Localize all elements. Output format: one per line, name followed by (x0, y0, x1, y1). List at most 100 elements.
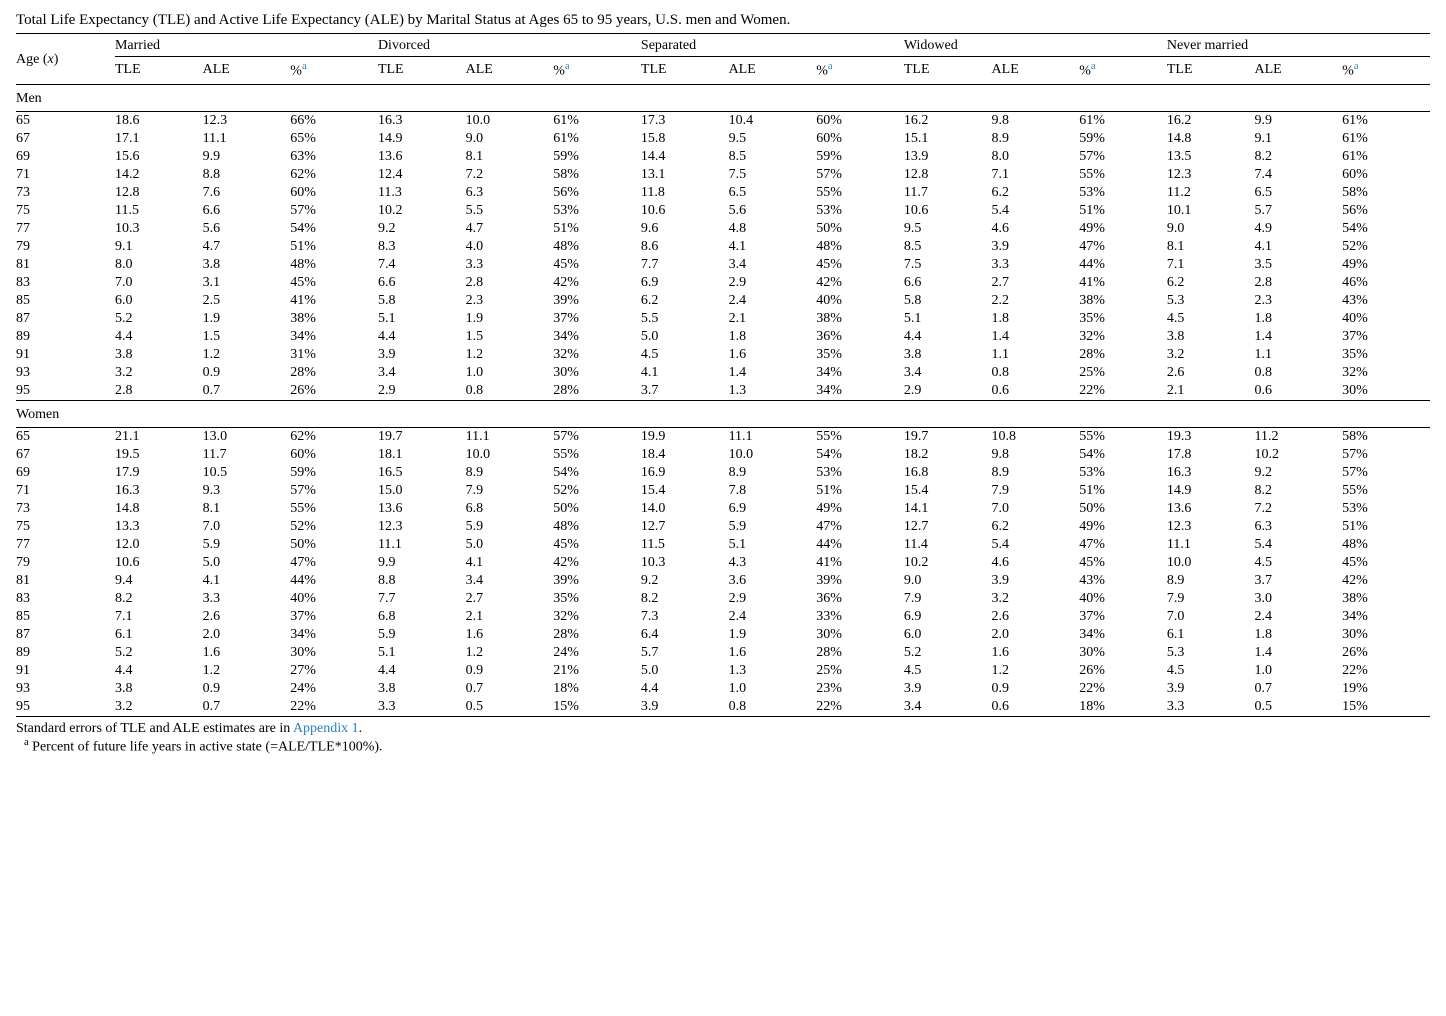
value-cell: 1.8 (1255, 310, 1343, 328)
value-cell: 1.0 (466, 364, 554, 382)
value-cell: 5.2 (115, 644, 203, 662)
value-cell: 4.5 (1167, 662, 1255, 680)
value-cell: 6.6 (378, 274, 466, 292)
value-cell: 10.2 (1255, 446, 1343, 464)
footnote-ref-a[interactable]: a (828, 61, 833, 72)
value-cell: 38% (1079, 292, 1167, 310)
value-cell: 3.8 (115, 680, 203, 698)
footnote-ref-a[interactable]: a (1354, 61, 1359, 72)
value-cell: 3.3 (203, 590, 291, 608)
value-cell: 57% (1079, 148, 1167, 166)
value-cell: 8.8 (203, 166, 291, 184)
value-cell: 2.9 (729, 274, 817, 292)
appendix-link[interactable]: Appendix 1 (293, 721, 359, 736)
table-title: Total Life Expectancy (TLE) and Active L… (16, 12, 1430, 29)
value-cell: 0.5 (1255, 698, 1343, 717)
footnote-ref-a[interactable]: a (565, 61, 570, 72)
group-header-widowed: Widowed (904, 34, 1167, 57)
value-cell: 4.5 (1167, 310, 1255, 328)
value-cell: 25% (1079, 364, 1167, 382)
footnote-ref-a[interactable]: a (1091, 61, 1096, 72)
value-cell: 6.3 (1255, 518, 1343, 536)
value-cell: 9.9 (378, 554, 466, 572)
footnote-a: a Percent of future life years in active… (16, 737, 1430, 756)
value-cell: 54% (816, 446, 904, 464)
value-cell: 12.3 (1167, 166, 1255, 184)
value-cell: 37% (290, 608, 378, 626)
value-cell: 8.8 (378, 572, 466, 590)
value-cell: 60% (816, 111, 904, 130)
value-cell: 5.2 (115, 310, 203, 328)
value-cell: 55% (553, 446, 641, 464)
value-cell: 5.1 (729, 536, 817, 554)
age-cell: 73 (16, 500, 115, 518)
value-cell: 41% (816, 554, 904, 572)
value-cell: 15.4 (904, 482, 992, 500)
table-row: 819.44.144%8.83.439%9.23.639%9.03.943%8.… (16, 572, 1430, 590)
subheader-tle: TLE (1167, 57, 1255, 85)
value-cell: 42% (553, 554, 641, 572)
value-cell: 9.8 (992, 446, 1080, 464)
value-cell: 34% (1342, 608, 1430, 626)
subheader-pct: %a (290, 57, 378, 85)
value-cell: 22% (290, 698, 378, 717)
value-cell: 7.1 (992, 166, 1080, 184)
value-cell: 5.0 (203, 554, 291, 572)
value-cell: 10.5 (203, 464, 291, 482)
value-cell: 41% (1079, 274, 1167, 292)
value-cell: 4.1 (641, 364, 729, 382)
value-cell: 9.1 (1255, 130, 1343, 148)
table-row: 7114.28.862%12.47.258%13.17.557%12.87.15… (16, 166, 1430, 184)
table-row: 914.41.227%4.40.921%5.01.325%4.51.226%4.… (16, 662, 1430, 680)
value-cell: 7.1 (115, 608, 203, 626)
value-cell: 4.1 (466, 554, 554, 572)
section-label-women: Women (16, 400, 1430, 427)
value-cell: 12.8 (904, 166, 992, 184)
value-cell: 45% (290, 274, 378, 292)
value-cell: 0.7 (466, 680, 554, 698)
value-cell: 61% (1342, 130, 1430, 148)
value-cell: 9.1 (115, 238, 203, 256)
value-cell: 7.9 (466, 482, 554, 500)
value-cell: 62% (290, 427, 378, 446)
value-cell: 16.3 (115, 482, 203, 500)
value-cell: 7.4 (1255, 166, 1343, 184)
value-cell: 0.6 (1255, 382, 1343, 401)
value-cell: 54% (290, 220, 378, 238)
value-cell: 52% (553, 482, 641, 500)
value-cell: 30% (816, 626, 904, 644)
value-cell: 5.5 (641, 310, 729, 328)
value-cell: 7.7 (378, 590, 466, 608)
value-cell: 7.6 (203, 184, 291, 202)
value-cell: 37% (1342, 328, 1430, 346)
value-cell: 1.2 (466, 346, 554, 364)
value-cell: 34% (816, 382, 904, 401)
value-cell: 2.0 (203, 626, 291, 644)
value-cell: 3.7 (1255, 572, 1343, 590)
value-cell: 21.1 (115, 427, 203, 446)
age-cell: 67 (16, 130, 115, 148)
value-cell: 3.9 (641, 698, 729, 717)
value-cell: 61% (553, 111, 641, 130)
value-cell: 0.9 (203, 680, 291, 698)
value-cell: 36% (816, 328, 904, 346)
table-row: 6917.910.559%16.58.954%16.98.953%16.88.9… (16, 464, 1430, 482)
value-cell: 4.9 (1255, 220, 1343, 238)
value-cell: 54% (553, 464, 641, 482)
value-cell: 1.1 (1255, 346, 1343, 364)
value-cell: 45% (1342, 554, 1430, 572)
value-cell: 3.3 (1167, 698, 1255, 717)
value-cell: 0.7 (203, 698, 291, 717)
footnote-ref-a[interactable]: a (302, 61, 307, 72)
value-cell: 11.1 (466, 427, 554, 446)
value-cell: 7.8 (729, 482, 817, 500)
age-header-post: ) (54, 52, 59, 67)
value-cell: 4.7 (466, 220, 554, 238)
value-cell: 1.2 (203, 346, 291, 364)
value-cell: 15.4 (641, 482, 729, 500)
age-cell: 89 (16, 644, 115, 662)
value-cell: 10.0 (466, 111, 554, 130)
value-cell: 8.9 (992, 130, 1080, 148)
value-cell: 3.7 (641, 382, 729, 401)
value-cell: 62% (290, 166, 378, 184)
